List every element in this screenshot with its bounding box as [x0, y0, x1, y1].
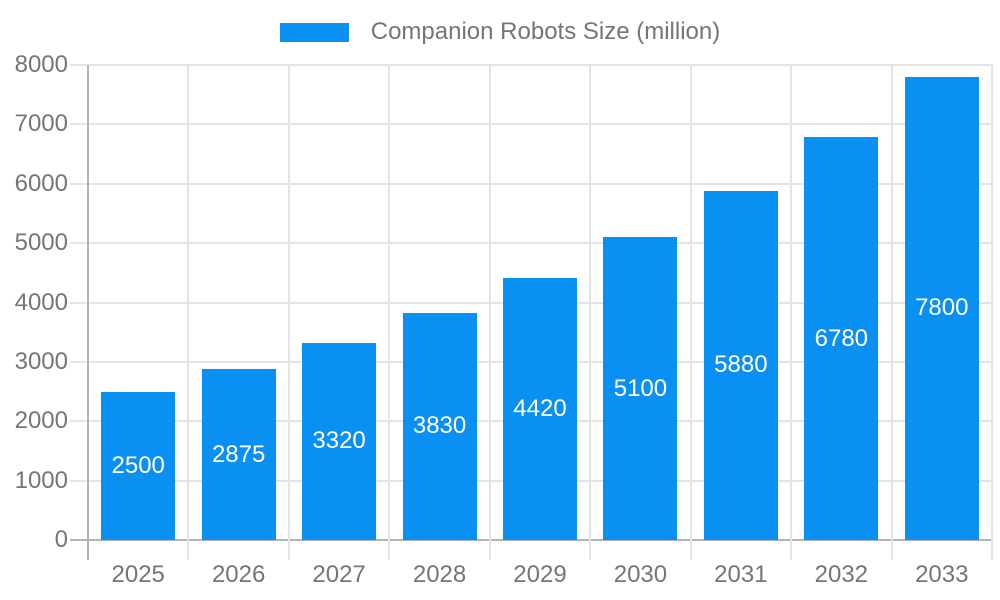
bar-value-label-2026: 2875 — [211, 440, 266, 468]
x-axis-label-2033: 2033 — [915, 561, 969, 588]
y-axis-tick-label: 5000 — [14, 229, 68, 257]
y-axis-tick-label: 0 — [54, 526, 68, 553]
y-axis-tick-label: 7000 — [14, 110, 68, 138]
bar-value-label-2028: 3830 — [412, 412, 467, 440]
bar-2030 — [603, 237, 678, 540]
legend-label: Companion Robots Size (million) — [370, 18, 721, 45]
bar-2033 — [904, 76, 979, 540]
bar-value-label-2031: 5880 — [714, 351, 768, 379]
y-axis-tick-label: 8000 — [14, 51, 68, 78]
x-axis-label-2025: 2025 — [111, 561, 165, 588]
bar-2027 — [302, 342, 377, 540]
bar-value-label-2029: 4420 — [513, 394, 567, 422]
bar-value-label-2030: 5100 — [613, 374, 668, 402]
bar-2029 — [503, 277, 577, 540]
gridline-x-boundary — [790, 65, 793, 560]
gridline-y-6000 — [70, 182, 992, 185]
bar-2031 — [703, 190, 778, 540]
y-axis-tick-label: 2000 — [14, 407, 68, 435]
gridline-x-boundary — [287, 65, 290, 560]
bar-value-label-2025: 2500 — [111, 451, 165, 479]
gridline-y-8000 — [70, 64, 992, 66]
gridline-x-boundary — [689, 65, 692, 560]
legend: Companion Robots Size (million) — [0, 20, 1000, 44]
gridline-x-boundary — [488, 65, 491, 560]
gridline-y-5000 — [70, 242, 992, 245]
gridline-y-7000 — [70, 123, 992, 126]
gridline-x-boundary — [388, 65, 391, 560]
y-axis-tick-label: 6000 — [14, 169, 68, 197]
x-axis-label-2029: 2029 — [513, 561, 567, 588]
x-axis-label-2026: 2026 — [211, 561, 266, 588]
y-axis-tick-label: 4000 — [14, 288, 68, 316]
bar-2028 — [402, 312, 477, 540]
bar-2032 — [804, 137, 879, 540]
bar-2026 — [201, 369, 276, 540]
x-axis-label-2031: 2031 — [714, 561, 768, 588]
bar-value-label-2032: 6780 — [814, 324, 869, 352]
bar-2025 — [101, 391, 176, 540]
x-axis-line — [70, 539, 992, 541]
x-axis-label-2030: 2030 — [613, 561, 668, 588]
gridline-x-boundary — [890, 65, 893, 560]
legend-swatch — [279, 22, 349, 42]
gridline-x-boundary — [589, 65, 592, 560]
bar-value-label-2033: 7800 — [915, 294, 969, 322]
y-axis-tick-label: 3000 — [14, 347, 68, 375]
bar-value-label-2027: 3320 — [312, 427, 366, 455]
gridline-x-boundary — [187, 65, 190, 560]
x-axis-label-2032: 2032 — [814, 561, 869, 588]
gridline-x-boundary — [991, 65, 993, 560]
x-axis-label-2028: 2028 — [412, 561, 467, 588]
x-axis-label-2027: 2027 — [312, 561, 366, 588]
y-axis-line — [87, 65, 89, 560]
y-axis-tick-label: 1000 — [14, 466, 68, 494]
